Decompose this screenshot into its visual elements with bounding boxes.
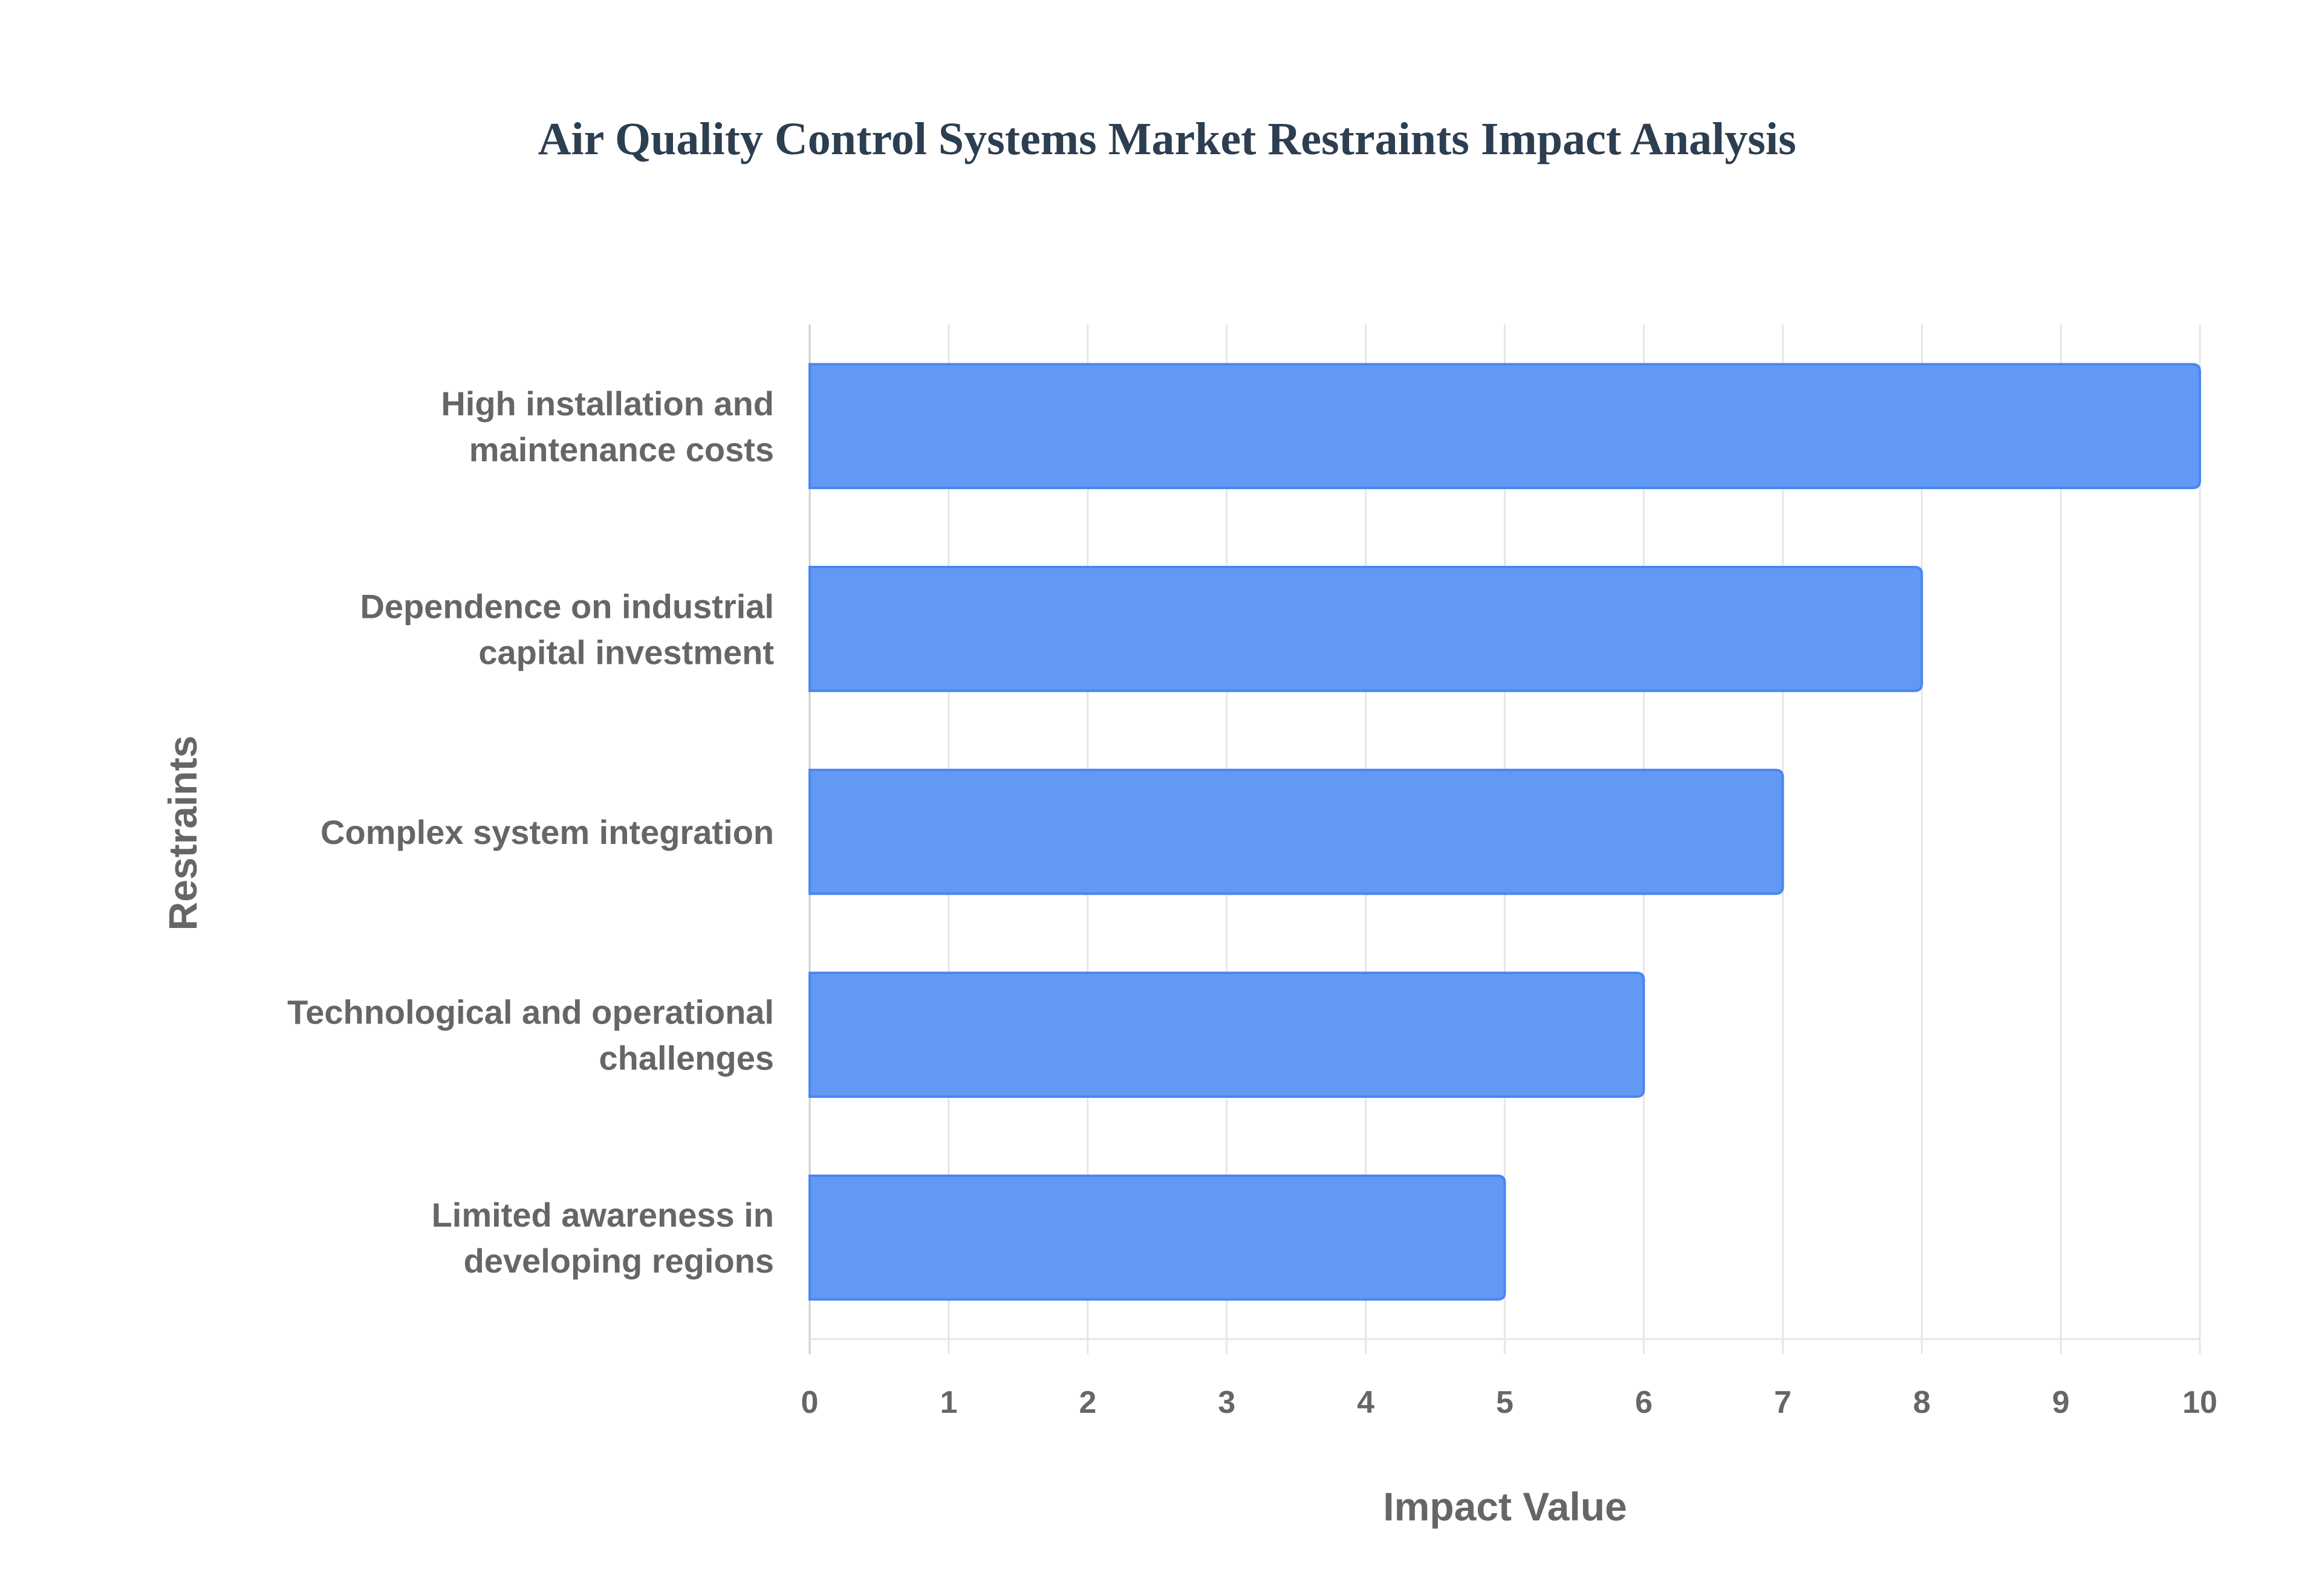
category-label-line: Limited awareness in [432,1196,774,1234]
x-tick-label: 0 [801,1385,819,1420]
category-label: Dependence on industrial capital investme… [360,587,774,671]
x-tick-label: 10 [2182,1385,2217,1420]
x-tick-label: 5 [1496,1385,1514,1420]
category-label-line: maintenance costs [469,430,774,469]
bar[interactable] [808,363,2201,490]
bars [808,363,2201,1301]
category-label-line: Complex system integration [320,813,774,851]
category-label-line: challenges [599,1039,774,1077]
x-tick-label: 4 [1357,1385,1374,1420]
chart-title: Air Quality Control Systems Market Restr… [538,114,1797,164]
bar[interactable] [808,566,1924,692]
category-label: Limited awareness in developing regions [432,1196,774,1280]
x-tick-labels: 0 1 2 3 4 5 6 7 8 9 10 [801,1385,2217,1420]
x-tick-label: 3 [1218,1385,1235,1420]
category-label-line: Technological and operational [287,993,774,1031]
category-label-line: capital investment [478,633,774,671]
bar[interactable] [808,1174,1506,1301]
x-axis-label: Impact Value [1383,1484,1627,1529]
x-tick-label: 2 [1079,1385,1096,1420]
category-label: Technological and operational challenges [287,993,774,1077]
bar[interactable] [808,972,1645,1098]
category-label-line: High installation and [441,384,774,423]
category-label: High installation and maintenance costs [441,384,774,469]
category-labels: High installation and maintenance costs De… [287,384,774,1280]
x-tick-label: 9 [2052,1385,2070,1420]
category-label: Complex system integration [320,813,774,851]
x-tick-label: 6 [1635,1385,1653,1420]
x-tick-label: 1 [940,1385,957,1420]
y-axis-label: Restraints [160,736,205,931]
category-label-line: Dependence on industrial [360,587,774,625]
bar[interactable] [808,768,1784,895]
category-label-line: developing regions [464,1242,774,1280]
x-tick-label: 8 [1913,1385,1931,1420]
x-tick-label: 7 [1774,1385,1792,1420]
